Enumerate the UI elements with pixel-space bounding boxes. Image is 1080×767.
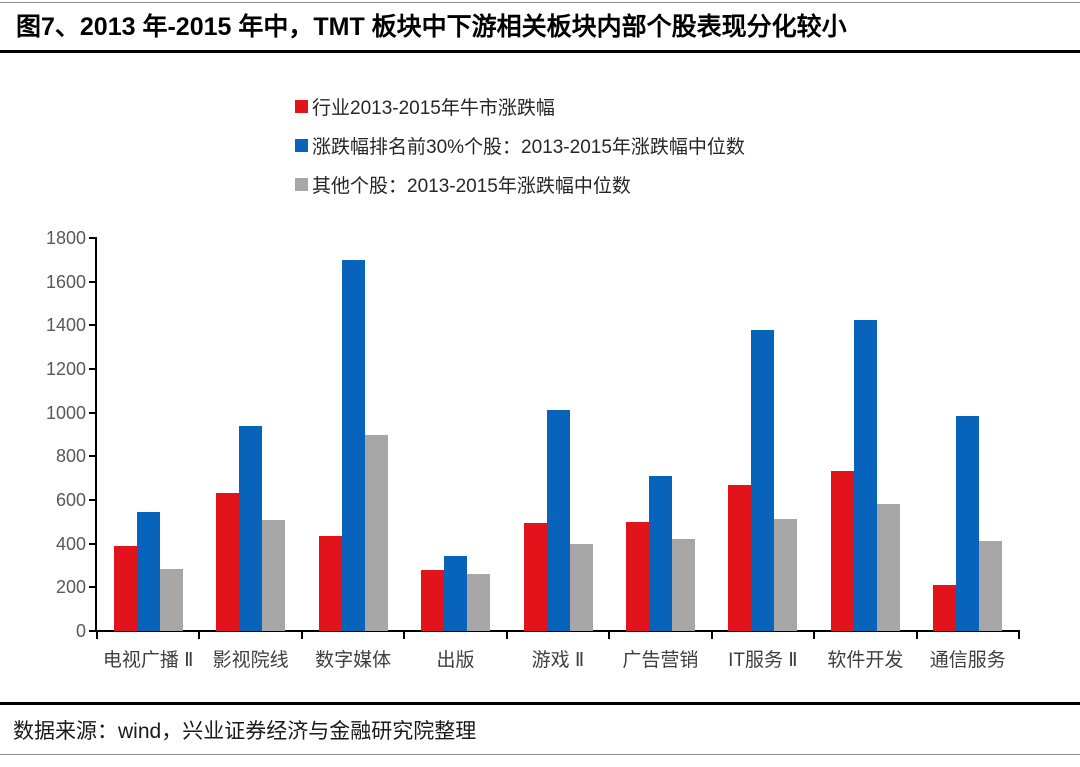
bar: [341, 259, 365, 631]
footer-divider: [0, 702, 1080, 705]
y-axis-tick: [89, 542, 96, 545]
y-axis-tick-label: 1600: [45, 271, 86, 292]
bar: [671, 539, 695, 631]
x-axis-tick: [300, 632, 303, 639]
legend-item-top30: 涨跌幅排名前30%个股：2013-2015年涨跌幅中位数: [295, 126, 745, 165]
bar: [956, 415, 980, 631]
legend-item-others: 其他个股：2013-2015年涨跌幅中位数: [295, 165, 745, 204]
legend-swatch-red-icon: [295, 100, 308, 113]
x-category-label: 软件开发: [827, 650, 904, 671]
legend-label: 涨跌幅排名前30%个股：2013-2015年涨跌幅中位数: [312, 137, 745, 158]
bar: [728, 484, 752, 631]
data-source: 数据来源：wind，兴业证券经济与金融研究院整理: [13, 720, 477, 743]
bar-chart-plot-area: [97, 238, 1019, 631]
x-axis-tick: [96, 632, 98, 639]
bar: [364, 434, 388, 631]
bar: [523, 522, 547, 631]
bar: [262, 519, 286, 631]
y-axis-tick: [89, 630, 96, 632]
chart-legend: 行业2013-2015年牛市涨跌幅 涨跌幅排名前30%个股：2013-2015年…: [295, 87, 745, 204]
y-axis-tick: [89, 280, 96, 283]
x-axis-line: [95, 630, 1020, 632]
x-axis-tick: [915, 632, 918, 639]
y-axis-tick-label: 1800: [45, 228, 86, 248]
bar: [625, 521, 649, 631]
bar: [751, 329, 775, 631]
title-divider: [0, 50, 1080, 53]
legend-swatch-blue-icon: [295, 139, 308, 152]
x-axis-tick: [403, 632, 406, 639]
x-category-label: 通信服务: [929, 650, 1006, 671]
bar: [467, 574, 491, 631]
bar: [239, 425, 263, 631]
y-axis-tick: [89, 586, 96, 589]
top-divider: [0, 2, 1080, 3]
y-axis-tick: [89, 499, 96, 501]
x-axis-tick: [198, 632, 201, 639]
x-category-label: IT服务 Ⅱ: [728, 650, 798, 671]
x-category-label: 电视广播 Ⅱ: [102, 650, 194, 671]
bar: [933, 585, 957, 631]
x-category-label: 广告营销: [622, 650, 699, 671]
bar: [318, 536, 342, 631]
y-axis-tick-label: 1000: [45, 402, 86, 423]
x-category-label: 出版: [436, 650, 475, 671]
figure-title: 图7、2013 年-2015 年中，TMT 板块中下游相关板块内部个股表现分化较…: [16, 13, 847, 41]
y-axis-tick-label: 1400: [45, 315, 86, 336]
x-axis-tick: [1018, 632, 1020, 639]
bottom-divider: [0, 754, 1080, 755]
x-axis-tick: [505, 632, 508, 639]
y-axis-tick-label: 0: [75, 621, 86, 641]
y-axis-tick: [89, 237, 96, 239]
legend-swatch-gray-icon: [295, 178, 308, 191]
y-axis-line: [95, 237, 97, 632]
y-axis-tick-label: 200: [55, 577, 86, 598]
bar: [421, 569, 445, 631]
bar: [546, 410, 570, 631]
y-axis-tick-label: 1200: [45, 359, 86, 379]
x-category-label: 数字媒体: [315, 650, 392, 671]
y-axis-tick: [89, 324, 96, 327]
bar: [159, 568, 183, 631]
y-axis-tick: [89, 368, 96, 370]
bar: [979, 541, 1003, 631]
y-axis-tick: [89, 455, 96, 458]
bar: [830, 470, 854, 631]
bar: [569, 543, 593, 631]
legend-label: 其他个股：2013-2015年涨跌幅中位数: [312, 176, 631, 197]
x-category-label: 游戏 Ⅱ: [531, 650, 585, 671]
y-axis-tick-label: 400: [55, 533, 86, 554]
y-axis-tick-label: 800: [55, 446, 86, 467]
bar: [216, 493, 240, 631]
x-axis-tick: [710, 632, 713, 639]
bar: [774, 518, 798, 631]
x-axis-tick: [813, 632, 816, 639]
x-axis-tick: [608, 632, 611, 639]
legend-label: 行业2013-2015年牛市涨跌幅: [312, 98, 555, 119]
bar: [444, 555, 468, 631]
bar: [136, 512, 160, 631]
bar: [876, 504, 900, 631]
bar: [853, 319, 877, 631]
bar: [113, 545, 137, 631]
bar: [648, 475, 672, 631]
y-axis-tick: [89, 411, 96, 414]
legend-item-industry: 行业2013-2015年牛市涨跌幅: [295, 87, 745, 126]
x-category-label: 影视院线: [212, 650, 289, 671]
y-axis-tick-label: 600: [55, 490, 86, 510]
